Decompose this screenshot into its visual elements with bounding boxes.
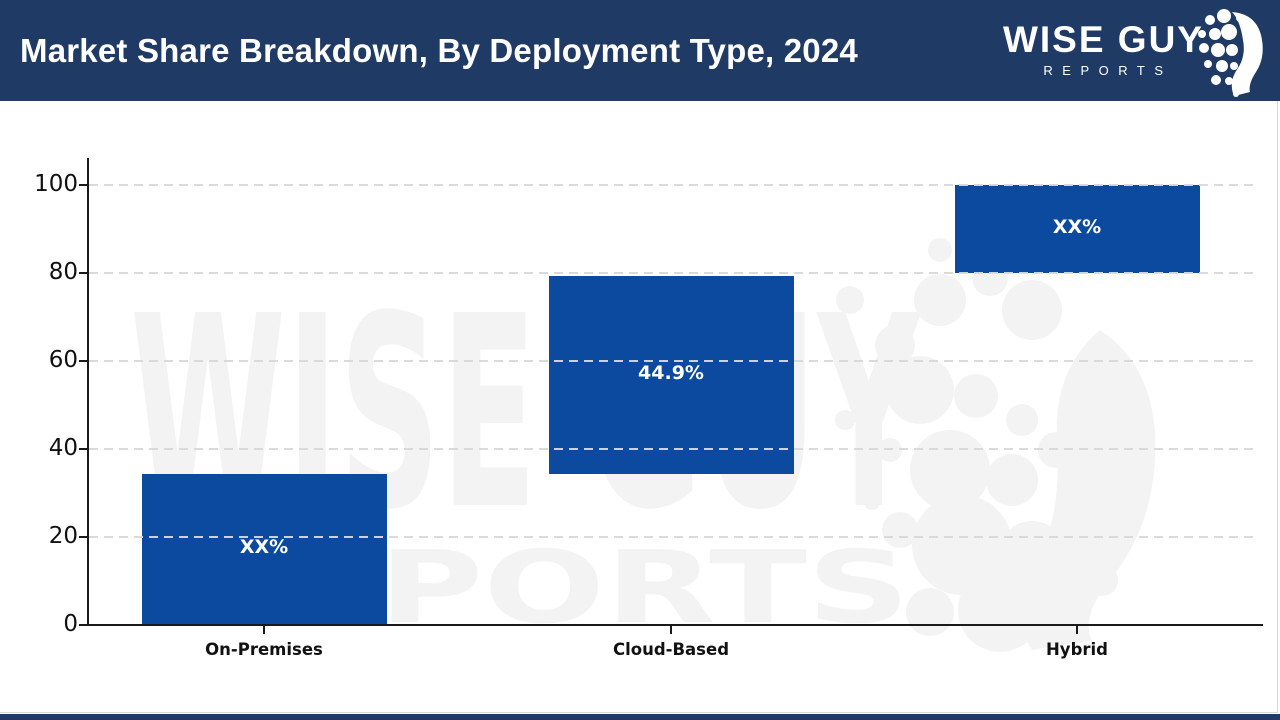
page-title: Market Share Breakdown, By Deployment Ty… [20,31,858,69]
wise-guy-reports-logo: WISE GUY REPORTS [1003,4,1270,98]
logo-wise-guy-label: WISE GUY [1002,19,1204,60]
logo-text: WISE GUY REPORTS [1003,18,1204,78]
logo-reports-label: REPORTS [1043,63,1173,78]
chart-canvas [0,101,1278,713]
logo-head-icon [1198,9,1263,97]
footer-bar [0,714,1280,720]
header-bar: Market Share Breakdown, By Deployment Ty… [0,0,1280,101]
